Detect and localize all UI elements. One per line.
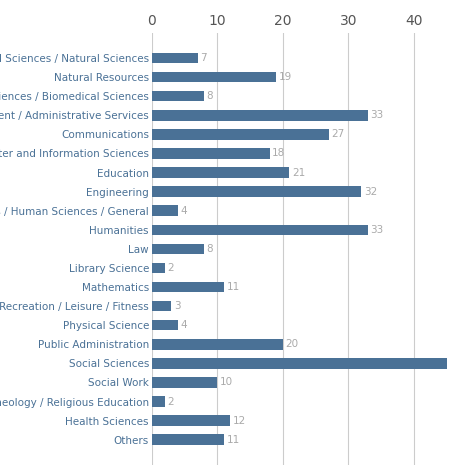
Bar bbox=[152, 167, 289, 178]
Bar bbox=[152, 339, 283, 349]
Text: 8: 8 bbox=[207, 91, 213, 101]
Bar bbox=[152, 53, 198, 64]
Bar bbox=[152, 205, 178, 216]
Bar bbox=[152, 91, 204, 101]
Bar bbox=[152, 377, 217, 388]
Text: 2: 2 bbox=[167, 263, 174, 273]
Text: 2: 2 bbox=[167, 397, 174, 407]
Bar bbox=[152, 301, 171, 311]
Text: 11: 11 bbox=[227, 282, 240, 292]
Bar bbox=[152, 110, 368, 120]
Text: 27: 27 bbox=[331, 129, 345, 139]
Text: 19: 19 bbox=[279, 72, 292, 82]
Text: 32: 32 bbox=[364, 187, 377, 197]
Bar bbox=[152, 129, 328, 140]
Text: 12: 12 bbox=[233, 416, 246, 426]
Text: 10: 10 bbox=[220, 377, 233, 387]
Text: 18: 18 bbox=[272, 148, 285, 158]
Bar bbox=[152, 358, 447, 369]
Text: 3: 3 bbox=[174, 301, 181, 311]
Bar bbox=[152, 263, 165, 273]
Text: 21: 21 bbox=[292, 167, 305, 178]
Bar bbox=[152, 148, 270, 159]
Bar bbox=[152, 320, 178, 330]
Bar bbox=[152, 72, 276, 82]
Text: 33: 33 bbox=[371, 110, 384, 120]
Bar bbox=[152, 434, 224, 445]
Bar bbox=[152, 282, 224, 292]
Bar bbox=[152, 244, 204, 254]
Text: 11: 11 bbox=[227, 435, 240, 445]
Bar bbox=[152, 396, 165, 407]
Text: 4: 4 bbox=[181, 320, 187, 330]
Text: 20: 20 bbox=[285, 339, 299, 349]
Bar bbox=[152, 225, 368, 235]
Bar bbox=[152, 415, 230, 426]
Text: 33: 33 bbox=[371, 225, 384, 235]
Text: 7: 7 bbox=[200, 53, 207, 63]
Text: 8: 8 bbox=[207, 244, 213, 254]
Text: 4: 4 bbox=[181, 206, 187, 216]
Bar bbox=[152, 186, 362, 197]
